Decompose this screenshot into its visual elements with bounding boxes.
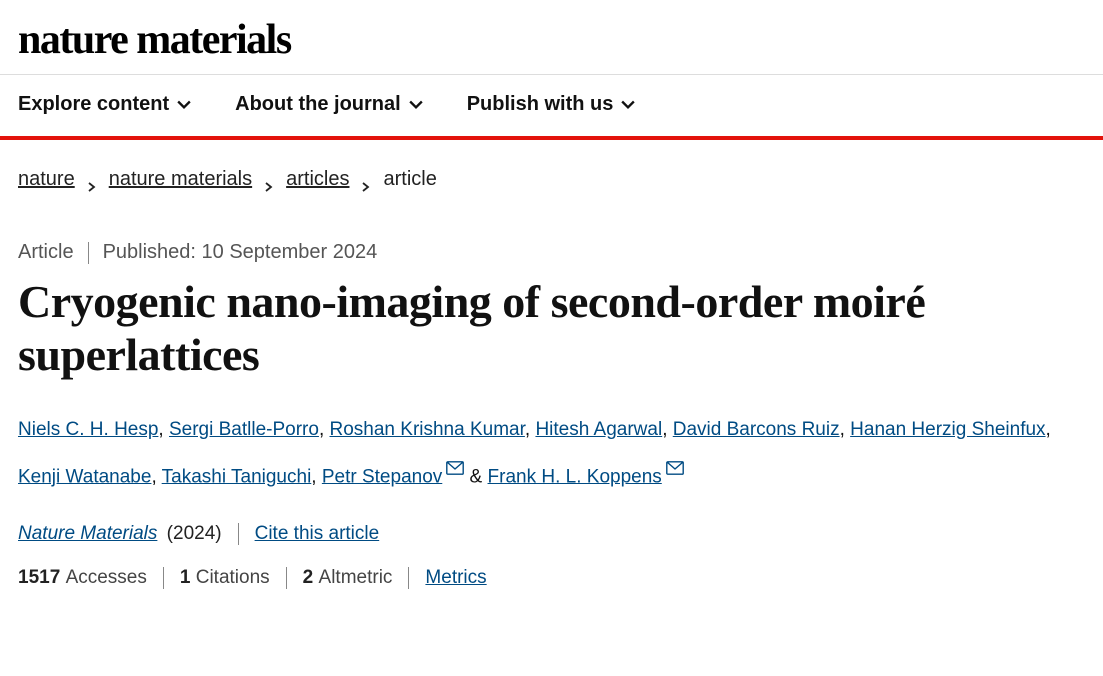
metrics-link[interactable]: Metrics	[425, 567, 486, 589]
chevron-down-icon	[621, 98, 635, 112]
chevron-down-icon	[409, 98, 423, 112]
accesses-label: Accesses	[66, 567, 147, 588]
author-link[interactable]: Hanan Herzig Sheinfux	[850, 419, 1045, 440]
breadcrumb: nature nature materials articles article	[0, 140, 1103, 203]
article-title: Cryogenic nano-imaging of second-order m…	[0, 264, 1103, 400]
author-separator: ,	[151, 466, 161, 487]
author-separator: &	[464, 466, 487, 487]
divider	[238, 523, 239, 545]
breadcrumb-current: article	[383, 168, 436, 191]
chevron-right-icon	[264, 175, 274, 185]
mail-icon[interactable]	[666, 450, 684, 490]
breadcrumb-link[interactable]: nature	[18, 168, 75, 191]
nav-item-label: Explore content	[18, 93, 169, 116]
chevron-right-icon	[361, 175, 371, 185]
breadcrumb-link[interactable]: articles	[286, 168, 349, 191]
author-link[interactable]: Kenji Watanabe	[18, 466, 151, 487]
chevron-down-icon	[177, 98, 191, 112]
author-link[interactable]: Takashi Taniguchi	[162, 466, 312, 487]
article-type: Article	[18, 241, 74, 264]
primary-nav: Explore content About the journal Publis…	[0, 75, 1103, 136]
divider	[88, 242, 89, 264]
divider	[408, 567, 409, 589]
author-list: Niels C. H. Hesp, Sergi Batlle-Porro, Ro…	[0, 400, 1103, 497]
author-link[interactable]: Petr Stepanov	[322, 466, 442, 487]
article-meta: Article Published: 10 September 2024	[0, 203, 1103, 264]
citations-label: Citations	[196, 567, 270, 588]
published-date: Published: 10 September 2024	[103, 241, 378, 264]
citation-row: Nature Materials (2024) Cite this articl…	[0, 497, 1103, 545]
nav-item-label: About the journal	[235, 93, 401, 116]
altmetric-count: 2	[303, 567, 314, 588]
accesses-count: 1517	[18, 567, 60, 588]
author-separator: ,	[319, 419, 330, 440]
citations-count: 1	[180, 567, 191, 588]
author-link[interactable]: Roshan Krishna Kumar	[330, 419, 525, 440]
author-separator: ,	[158, 419, 169, 440]
divider	[163, 567, 164, 589]
journal-link[interactable]: Nature Materials	[18, 523, 157, 544]
nav-explore-content[interactable]: Explore content	[18, 93, 191, 116]
metrics-row: 1517 Accesses 1 Citations 2 Altmetric Me…	[0, 545, 1103, 609]
author-link[interactable]: Frank H. L. Koppens	[488, 466, 662, 487]
nav-publish-with-us[interactable]: Publish with us	[467, 93, 636, 116]
divider	[286, 567, 287, 589]
nav-about-journal[interactable]: About the journal	[235, 93, 423, 116]
author-separator: ,	[840, 419, 851, 440]
author-separator: ,	[1046, 419, 1051, 440]
author-separator: ,	[311, 466, 322, 487]
author-separator: ,	[525, 419, 536, 440]
author-link[interactable]: Sergi Batlle-Porro	[169, 419, 319, 440]
author-link[interactable]: David Barcons Ruiz	[673, 419, 840, 440]
chevron-right-icon	[87, 175, 97, 185]
brand-logo[interactable]: nature materials	[0, 0, 1103, 74]
breadcrumb-link[interactable]: nature materials	[109, 168, 252, 191]
author-link[interactable]: Hitesh Agarwal	[535, 419, 662, 440]
author-link[interactable]: Niels C. H. Hesp	[18, 419, 158, 440]
citation-year: (2024)	[167, 523, 222, 544]
cite-article-link[interactable]: Cite this article	[255, 523, 380, 545]
author-separator: ,	[662, 419, 673, 440]
mail-icon[interactable]	[446, 450, 464, 490]
altmetric-label: Altmetric	[319, 567, 393, 588]
nav-item-label: Publish with us	[467, 93, 614, 116]
